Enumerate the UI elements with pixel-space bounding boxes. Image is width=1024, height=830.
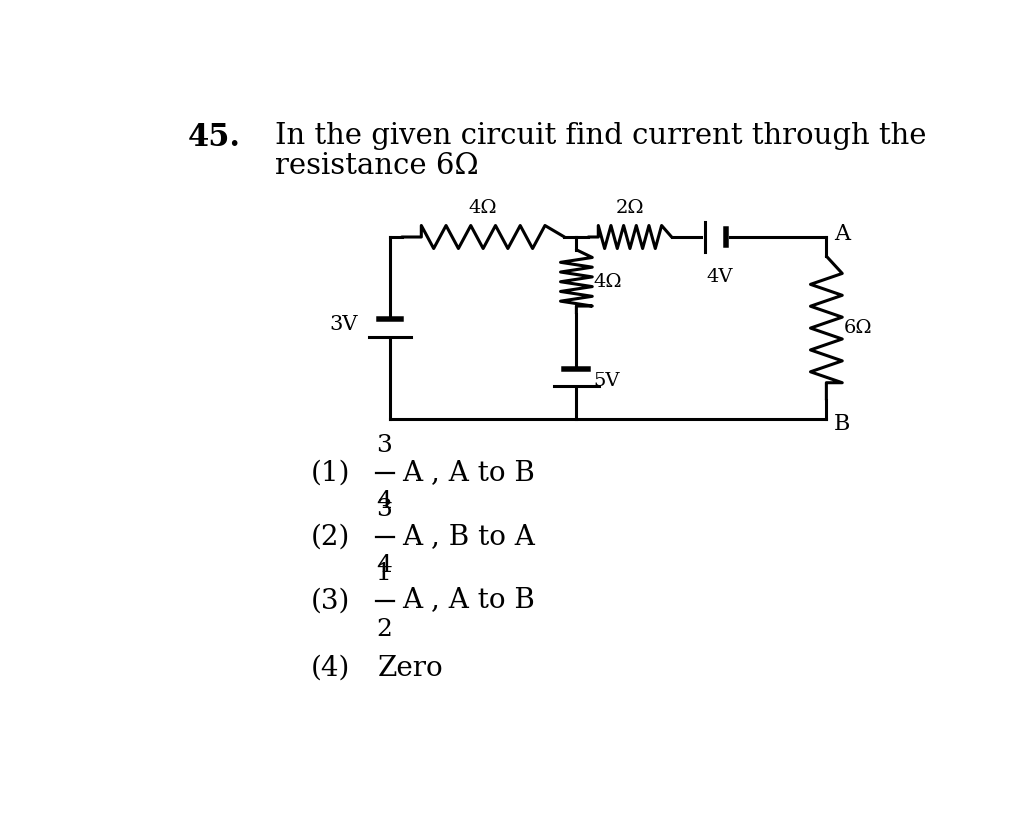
Text: Zero: Zero [378,655,443,682]
Text: 4: 4 [377,490,392,513]
Text: 3V: 3V [330,315,358,334]
Text: 4Ω: 4Ω [594,273,623,290]
Text: 4V: 4V [706,268,732,286]
Text: A , A to B: A , A to B [401,459,535,486]
Text: 2Ω: 2Ω [615,198,644,217]
Text: (2): (2) [310,524,350,551]
Text: 6Ω: 6Ω [844,319,872,337]
Text: A: A [835,222,850,245]
Text: A , A to B: A , A to B [401,587,535,613]
Text: 4Ω: 4Ω [469,198,498,217]
Text: (3): (3) [310,588,350,615]
Text: resistance 6Ω: resistance 6Ω [274,152,478,180]
Text: B: B [835,413,851,435]
Text: 3: 3 [377,434,392,457]
Text: 5V: 5V [594,372,621,390]
Text: 45.: 45. [187,122,241,153]
Text: 3: 3 [377,498,392,520]
Text: (4): (4) [310,655,350,682]
Text: 4: 4 [377,554,392,577]
Text: In the given circuit find current through the: In the given circuit find current throug… [274,122,927,150]
Text: (1): (1) [310,460,350,487]
Text: A , B to A: A , B to A [401,523,535,549]
Text: 1: 1 [377,562,392,584]
Text: 2: 2 [377,618,392,641]
